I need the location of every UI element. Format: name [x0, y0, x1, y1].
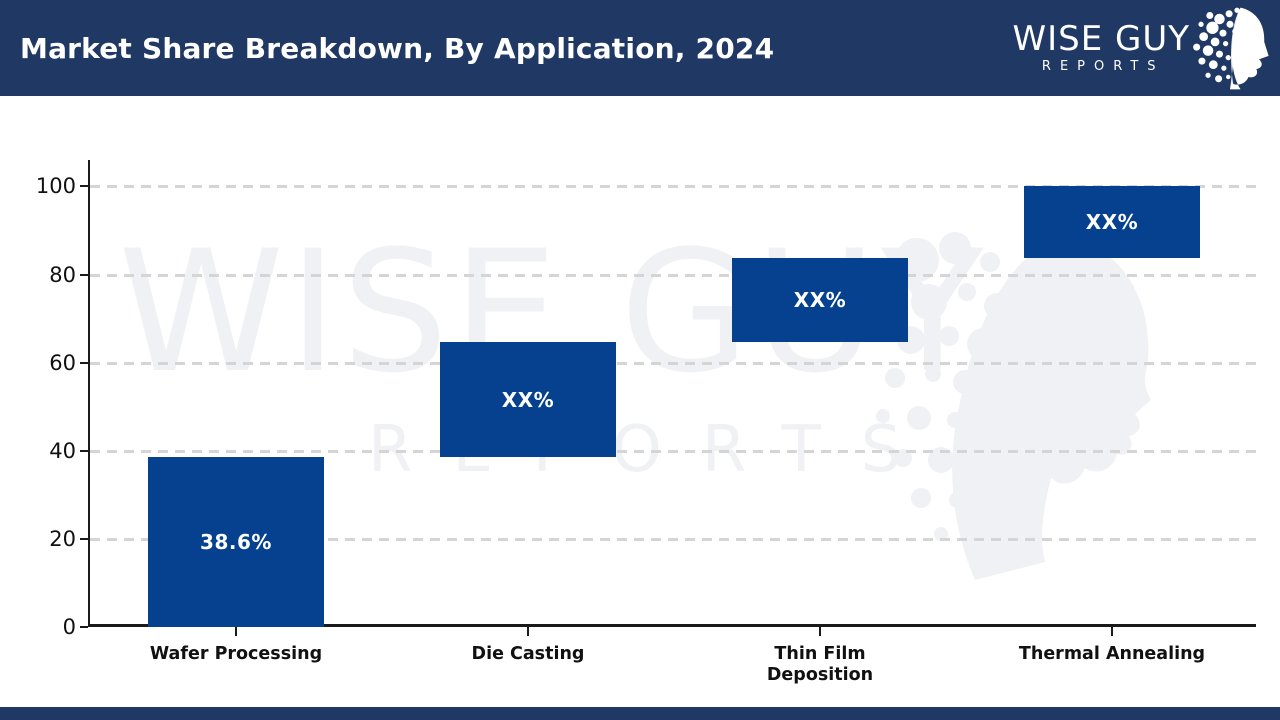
- gridline: [90, 273, 1258, 277]
- x-category-label: Die Casting: [471, 644, 585, 664]
- page-title: Market Share Breakdown, By Application, …: [20, 31, 775, 65]
- bar-value-label: XX%: [793, 288, 847, 313]
- y-tick-label: 20: [49, 526, 76, 551]
- y-tick-label: 100: [35, 174, 76, 199]
- y-axis-tick: [80, 273, 88, 276]
- bar-value-label: XX%: [501, 387, 555, 412]
- bar-value-label: XX%: [1085, 210, 1139, 235]
- x-category-label: Thermal Annealing: [1018, 644, 1206, 664]
- header: Market Share Breakdown, By Application, …: [0, 0, 1280, 96]
- bar-value-label: 38.6%: [200, 529, 272, 554]
- bar: XX%: [440, 342, 616, 457]
- y-tick-label: 0: [62, 615, 76, 639]
- y-tick-label: 80: [49, 262, 76, 287]
- x-axis-tick: [819, 627, 821, 636]
- x-axis-tick: [1111, 627, 1113, 636]
- gridline: [90, 185, 1258, 189]
- x-axis-tick: [235, 627, 237, 636]
- y-axis-tick: [80, 361, 88, 364]
- gridline: [90, 449, 1258, 453]
- y-axis-tick: [80, 185, 88, 188]
- bar: 38.6%: [148, 456, 324, 627]
- plot-area: 0 20 40 60 80 100 38.6% Wafer Processing XX% Die …: [36, 160, 1258, 685]
- bar: XX%: [732, 257, 908, 343]
- y-axis-tick: [80, 537, 88, 540]
- logo-subtitle: REPORTS: [1041, 58, 1165, 74]
- gridline: [90, 537, 1258, 541]
- gridline: [90, 361, 1258, 365]
- y-axis-tick: [80, 626, 88, 628]
- logo-face-icon: [1193, 7, 1269, 90]
- footer-bar: [0, 707, 1280, 720]
- wiseguy-logo: WISE GUY REPORTS: [1012, 5, 1274, 91]
- x-category-label: Thin Film Deposition: [766, 644, 874, 686]
- bar: XX%: [1024, 186, 1200, 258]
- y-axis-tick: [80, 449, 88, 452]
- logo-wordmark: WISE GUY: [1012, 19, 1190, 60]
- logo-text: WISE GUY REPORTS: [1012, 19, 1190, 74]
- y-tick-label: 40: [49, 438, 76, 463]
- y-tick-label: 60: [49, 350, 76, 375]
- x-category-label: Wafer Processing: [149, 644, 323, 664]
- x-axis-tick: [527, 627, 529, 636]
